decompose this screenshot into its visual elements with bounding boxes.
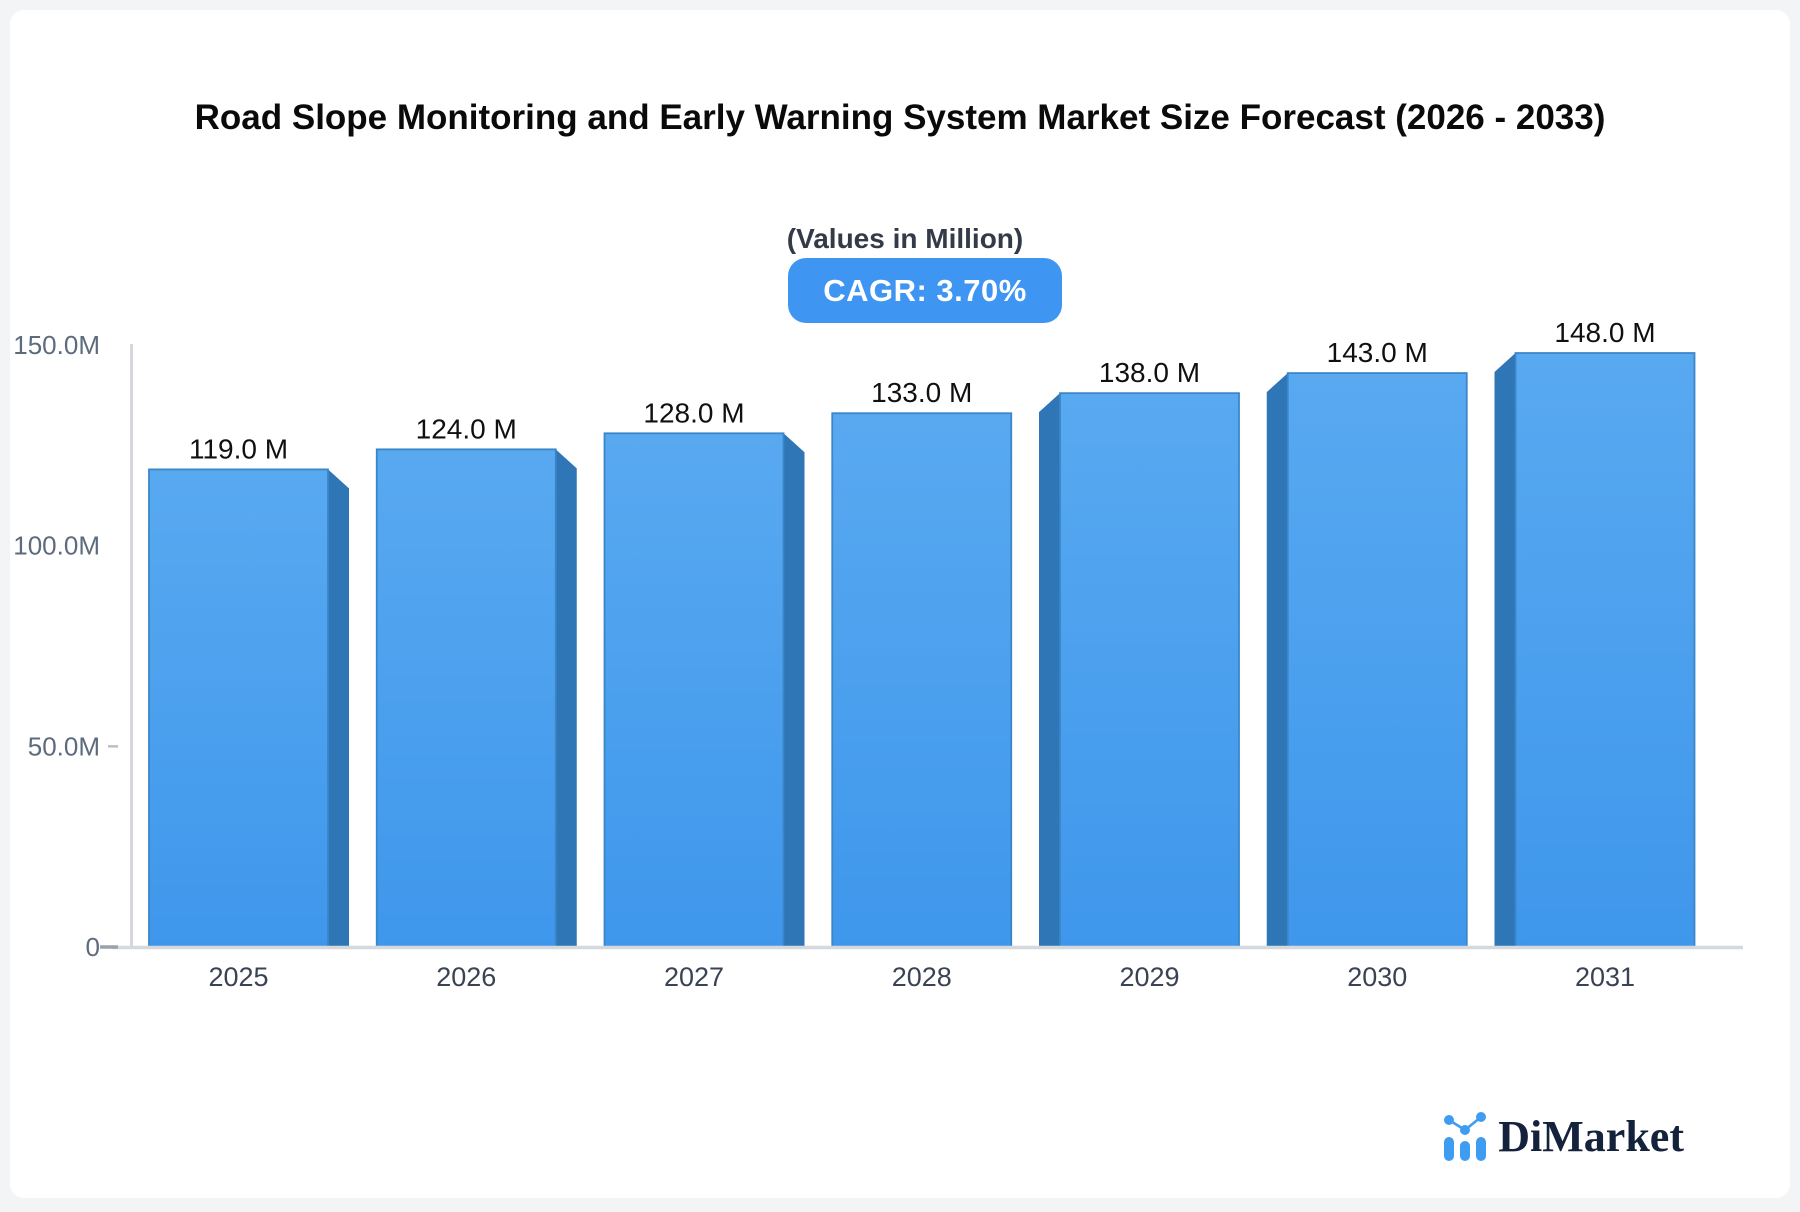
bar-side-2031 [1494, 353, 1516, 947]
bar-value-label: 128.0 M [643, 397, 744, 428]
bar-line-chart-icon [1444, 1112, 1487, 1161]
bar-value-label: 133.0 M [871, 377, 972, 408]
bar-side-2025 [328, 469, 349, 947]
bar-value-label: 138.0 M [1099, 357, 1200, 388]
bar-value-label: 148.0 M [1554, 317, 1655, 348]
bar-side-2026 [555, 449, 577, 947]
chart-subtitle: (Values in Million) [786, 223, 1024, 254]
bar-value-label: 124.0 M [416, 413, 517, 444]
bar-side-2027 [783, 433, 805, 947]
y-axis-label: 150.0M [13, 330, 100, 360]
bar-2025[interactable] [148, 468, 329, 948]
x-axis-label: 2027 [664, 962, 724, 992]
x-axis-label: 2031 [1575, 962, 1635, 992]
x-axis-label: 2029 [1119, 962, 1179, 992]
page-title: Road Slope Monitoring and Early Warning … [194, 98, 1606, 137]
bar-2031[interactable] [1514, 352, 1696, 948]
cagr-badge: CAGR: 3.70% [788, 258, 1062, 323]
x-axis-label: 2025 [208, 962, 268, 992]
x-axis-label: 2030 [1347, 962, 1407, 992]
x-axis-label: 2028 [892, 962, 952, 992]
bar-value-label: 119.0 M [189, 433, 288, 464]
brand-logo: DiMarket [1443, 1112, 1684, 1162]
x-axis-label: 2026 [436, 962, 496, 992]
y-axis-label: 50.0M [28, 731, 100, 761]
bar-2029[interactable] [1059, 392, 1240, 948]
y-axis-label: 0 [86, 932, 100, 962]
bar-2030[interactable] [1286, 372, 1468, 948]
brand-name: DiMarket [1498, 1112, 1684, 1161]
bar-value-label: 143.0 M [1327, 337, 1428, 368]
y-axis-label: 100.0M [13, 531, 100, 561]
bar-side-2030 [1266, 373, 1288, 947]
bar-2028[interactable] [831, 412, 1013, 948]
bar-2026[interactable] [375, 448, 557, 948]
bar-side-2029 [1039, 393, 1060, 947]
bar-2027[interactable] [603, 432, 785, 948]
